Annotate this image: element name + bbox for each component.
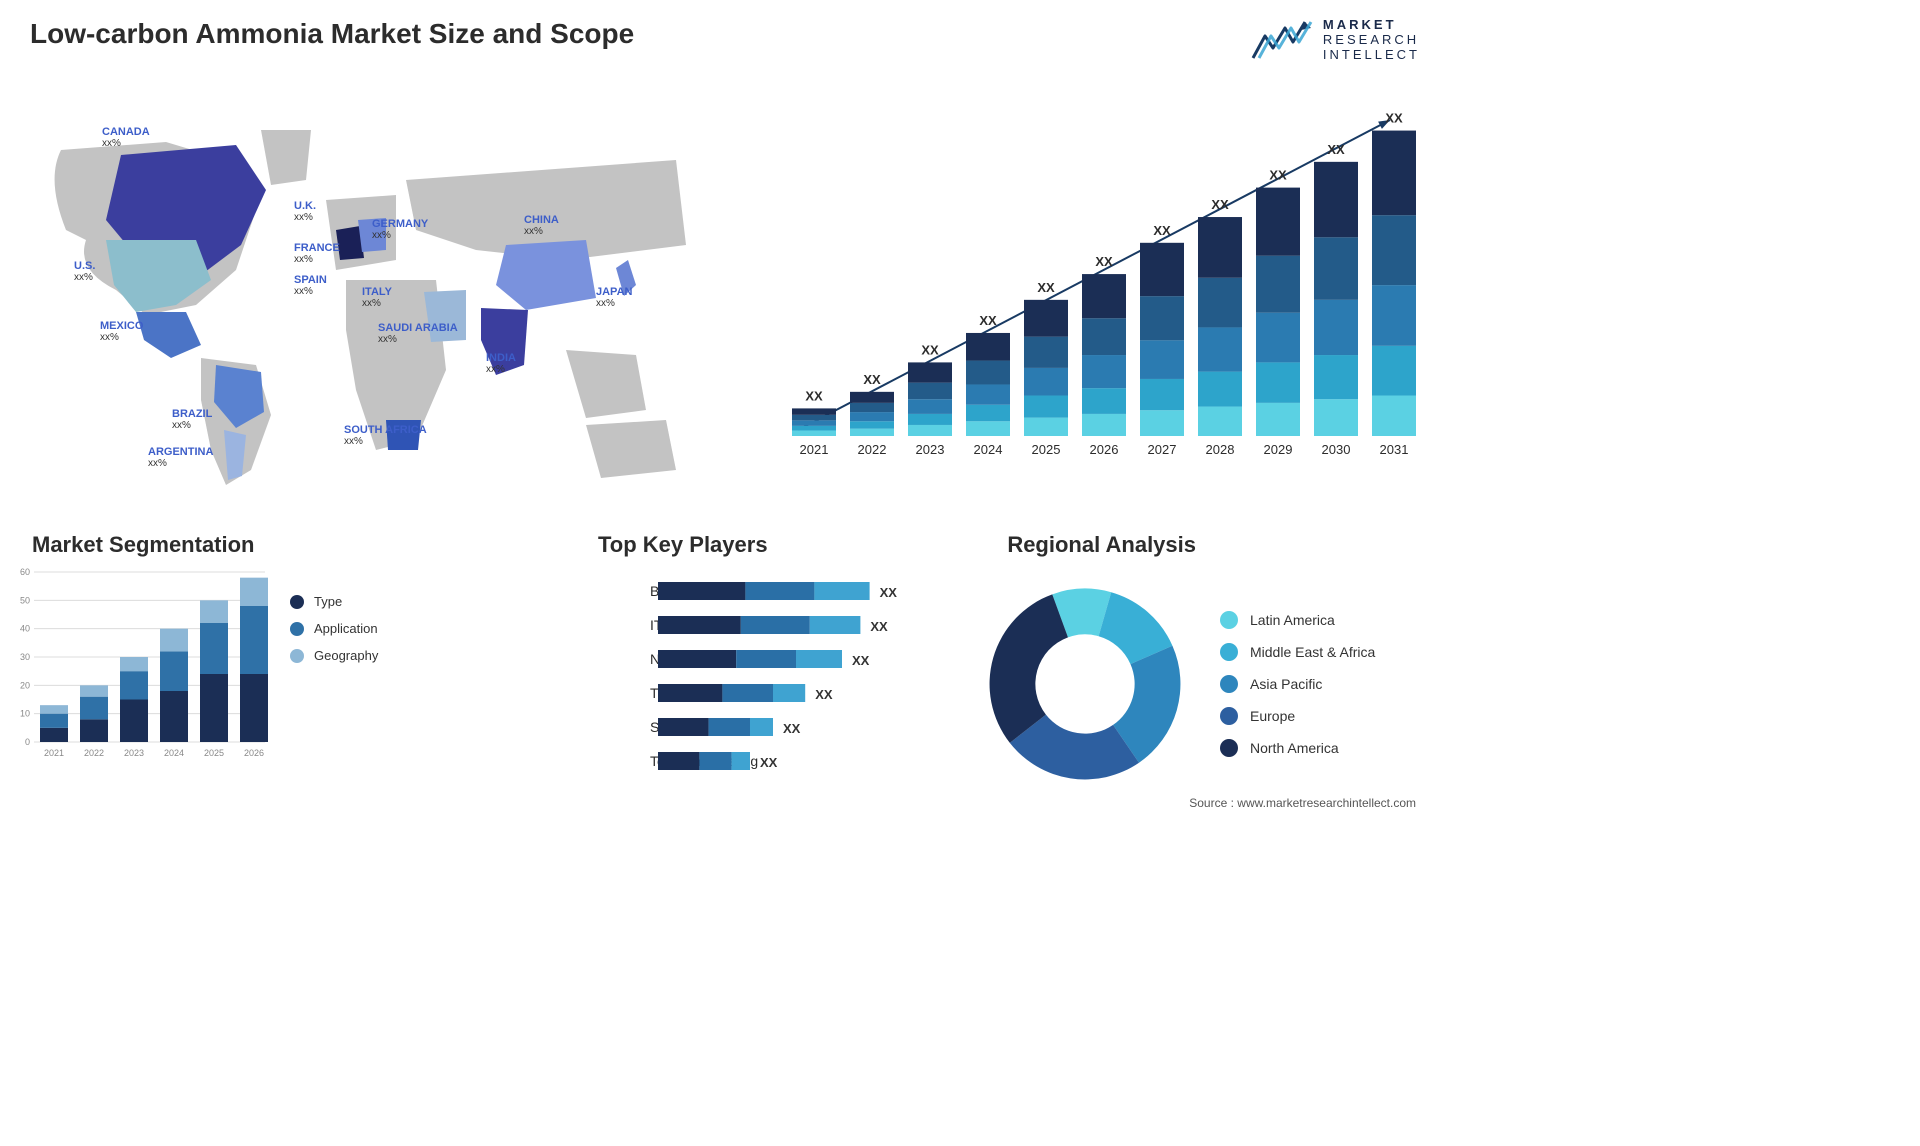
svg-text:XX: XX	[783, 721, 801, 736]
regional-donut-svg	[980, 579, 1190, 789]
svg-text:2025: 2025	[1032, 442, 1061, 457]
svg-text:2021: 2021	[44, 748, 64, 758]
map-label: U.K.xx%	[294, 200, 316, 223]
svg-text:XX: XX	[1211, 197, 1229, 212]
map-label: CANADAxx%	[102, 126, 150, 149]
svg-text:2031: 2031	[1380, 442, 1409, 457]
svg-text:XX: XX	[1037, 280, 1055, 295]
players-chart: BorealisXXITMXXNelXXThyssenkruppXXSiemen…	[518, 574, 948, 794]
svg-text:2023: 2023	[124, 748, 144, 758]
map-label: CHINAxx%	[524, 214, 559, 237]
svg-text:50: 50	[20, 595, 30, 605]
svg-text:2024: 2024	[164, 748, 184, 758]
segmentation-chart: 0 10 20 30 40 50 60 2021 2022 2023 2024 2025 2026 Ty…	[10, 564, 450, 794]
svg-text:XX: XX	[760, 755, 778, 770]
svg-text:60: 60	[20, 567, 30, 577]
svg-text:XX: XX	[852, 653, 870, 668]
svg-text:40: 40	[20, 624, 30, 634]
map-label: INDIAxx%	[486, 352, 516, 375]
svg-text:2026: 2026	[244, 748, 264, 758]
regional-legend-item: Middle East & Africa	[1220, 643, 1375, 661]
svg-text:2022: 2022	[84, 748, 104, 758]
market-growth-chart-svg: XX 2021 XX 2022 XX 2023 XX 2024 XX 2025 XX 2026 XX 20…	[780, 100, 1420, 470]
segmentation-legend-item: Application	[290, 621, 378, 636]
map-label: MEXICOxx%	[100, 320, 143, 343]
map-label: GERMANYxx%	[372, 218, 428, 241]
svg-text:2028: 2028	[1206, 442, 1235, 457]
players-chart-svg: BorealisXXITMXXNelXXThyssenkruppXXSiemen…	[518, 574, 948, 794]
regional-legend-item: Latin America	[1220, 611, 1375, 629]
svg-text:2027: 2027	[1148, 442, 1177, 457]
svg-text:10: 10	[20, 709, 30, 719]
page-title: Low-carbon Ammonia Market Size and Scope	[30, 18, 634, 50]
map-label: SOUTH AFRICAxx%	[344, 424, 427, 447]
svg-text:2026: 2026	[1090, 442, 1119, 457]
svg-text:XX: XX	[805, 388, 823, 403]
regional-chart: Latin America Middle East & Africa Asia Pa…	[980, 574, 1420, 794]
regional-legend-item: North America	[1220, 739, 1375, 757]
market-growth-chart: XX 2021 XX 2022 XX 2023 XX 2024 XX 2025 XX 2026 XX 20…	[780, 100, 1420, 470]
segmentation-legend-item: Geography	[290, 648, 378, 663]
segmentation-legend: Type Application Geography	[290, 594, 378, 663]
regional-legend: Latin America Middle East & Africa Asia Pa…	[1220, 611, 1375, 757]
svg-text:XX: XX	[815, 687, 833, 702]
svg-text:30: 30	[20, 652, 30, 662]
svg-text:2024: 2024	[974, 442, 1003, 457]
svg-text:2029: 2029	[1264, 442, 1293, 457]
svg-text:20: 20	[20, 680, 30, 690]
segmentation-chart-svg: 0 10 20 30 40 50 60 2021 2022 2023 2024 2025 2026	[10, 564, 280, 784]
svg-text:XX: XX	[880, 585, 898, 600]
map-label: JAPANxx%	[596, 286, 632, 309]
svg-text:XX: XX	[1153, 223, 1171, 238]
svg-text:2025: 2025	[204, 748, 224, 758]
svg-text:XX: XX	[1327, 142, 1345, 157]
svg-text:XX: XX	[1385, 111, 1403, 126]
map-label: U.S.xx%	[74, 260, 95, 283]
brand-logo-text: MARKET RESEARCH INTELLECT	[1323, 18, 1420, 63]
brand-logo: MARKET RESEARCH INTELLECT	[1251, 18, 1420, 63]
svg-text:2030: 2030	[1322, 442, 1351, 457]
svg-text:XX: XX	[870, 619, 888, 634]
regional-title: Regional Analysis	[1007, 532, 1196, 558]
players-title: Top Key Players	[598, 532, 768, 558]
map-label: ITALYxx%	[362, 286, 392, 309]
regional-legend-item: Asia Pacific	[1220, 675, 1375, 693]
svg-text:2021: 2021	[800, 442, 829, 457]
world-map: CANADAxx% U.S.xx% MEXICOxx% BRAZILxx% ARGENT…	[26, 90, 706, 490]
svg-text:XX: XX	[1095, 254, 1113, 269]
map-label: ARGENTINAxx%	[148, 446, 213, 469]
svg-text:2023: 2023	[916, 442, 945, 457]
brand-line-2: RESEARCH	[1323, 33, 1420, 48]
map-label: BRAZILxx%	[172, 408, 212, 431]
segmentation-legend-item: Type	[290, 594, 378, 609]
segmentation-title: Market Segmentation	[32, 532, 255, 558]
map-label: FRANCExx%	[294, 242, 340, 265]
map-label: SPAINxx%	[294, 274, 327, 297]
svg-text:XX: XX	[1269, 168, 1287, 183]
brand-line-1: MARKET	[1323, 18, 1420, 33]
svg-text:XX: XX	[863, 372, 881, 387]
svg-text:XX: XX	[979, 313, 997, 328]
regional-legend-item: Europe	[1220, 707, 1375, 725]
brand-logo-mark	[1251, 18, 1313, 62]
map-label: SAUDI ARABIAxx%	[378, 322, 458, 345]
svg-text:0: 0	[25, 737, 30, 747]
svg-text:XX: XX	[921, 342, 939, 357]
brand-line-3: INTELLECT	[1323, 48, 1420, 63]
source-attribution: Source : www.marketresearchintellect.com	[1189, 796, 1416, 810]
svg-text:2022: 2022	[858, 442, 887, 457]
